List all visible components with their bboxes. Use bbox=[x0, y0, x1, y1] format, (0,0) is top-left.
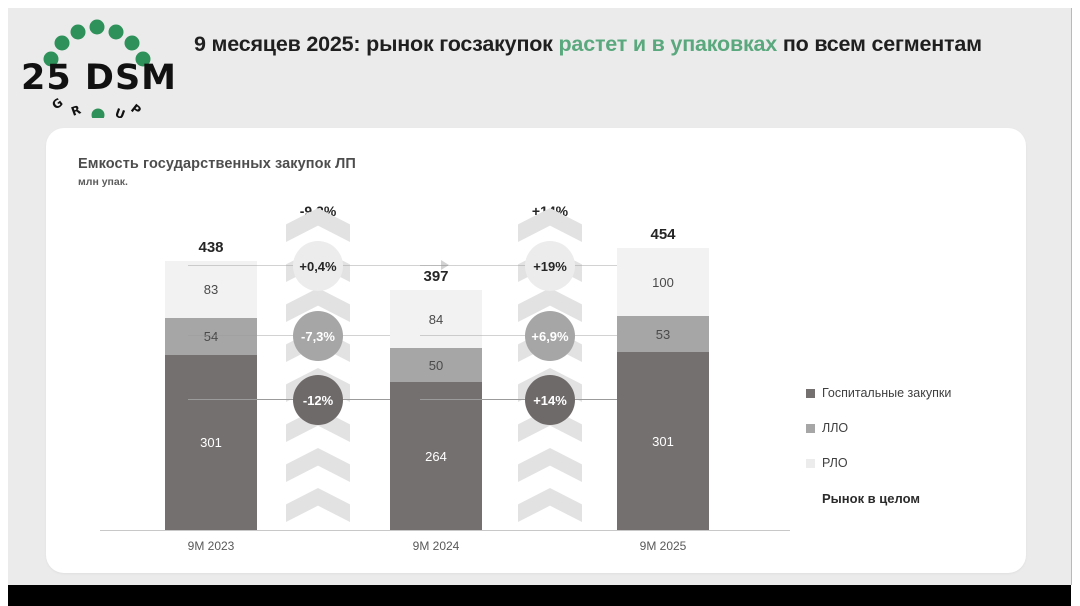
transition-1-change-rlo: +19% bbox=[420, 241, 681, 291]
bar-1: 84 50 264 bbox=[390, 290, 482, 530]
legend-label: ЛЛО bbox=[822, 421, 849, 435]
bar-total-0: 438 bbox=[198, 239, 224, 256]
slide-title-highlight: растет и в упаковках bbox=[558, 32, 778, 56]
svg-text:U: U bbox=[113, 106, 127, 118]
change-bubble: -12% bbox=[293, 375, 343, 425]
legend-item-rlo[interactable]: РЛО bbox=[806, 456, 1026, 470]
transition-1-change-llo: +6,9% bbox=[420, 311, 681, 361]
bar-2-segment-rlo: 100 bbox=[617, 248, 709, 316]
chart-legend: Госпитальные закупки ЛЛО РЛО Рынок в цел… bbox=[806, 386, 1026, 527]
legend-marker-icon bbox=[806, 388, 815, 398]
bar-0-segment-rlo: 83 bbox=[165, 261, 257, 318]
chevron-icon bbox=[518, 448, 582, 482]
logo-arc-dots-icon bbox=[43, 19, 151, 67]
transition-1-change-hospital: +14% bbox=[420, 375, 681, 425]
change-bubble: +0,4% bbox=[293, 241, 343, 291]
page-margin-right bbox=[1071, 0, 1080, 606]
chart-title: Емкость государственных закупок ЛП bbox=[78, 156, 356, 172]
legend-item-total-market: Рынок в целом bbox=[806, 491, 1026, 506]
dsm-group-logo: 25 DSM G R U P bbox=[18, 16, 178, 118]
slide-title-part-2: по всем сегментам bbox=[777, 32, 982, 56]
bar-0-segment-hospital: 301 bbox=[165, 355, 257, 530]
bar-total-1: 397 bbox=[423, 268, 449, 285]
change-bubble: +14% bbox=[525, 375, 575, 425]
bar-1-segment-hospital: 264 bbox=[390, 382, 482, 530]
bar-2-segment-hospital: 301 bbox=[617, 352, 709, 530]
slide-header: 25 DSM G R U P 9 месяцев 2025: рынок гос… bbox=[8, 8, 1071, 120]
change-bubble: +6,9% bbox=[525, 311, 575, 361]
legend-marker-icon bbox=[806, 423, 815, 433]
bar-1-segment-rlo: 84 bbox=[390, 290, 482, 348]
arrow-head-icon bbox=[441, 260, 449, 270]
change-bubble: +19% bbox=[525, 241, 575, 291]
bar-0: 83 54 301 bbox=[165, 261, 257, 530]
svg-text:G: G bbox=[49, 95, 65, 112]
chevron-icon bbox=[518, 488, 582, 522]
legend-item-llo[interactable]: ЛЛО bbox=[806, 421, 1026, 435]
slide-title: 9 месяцев 2025: рынок госзакупок растет … bbox=[194, 30, 1014, 59]
legend-label: Рынок в целом bbox=[822, 491, 920, 506]
logo-text: 25 DSM bbox=[21, 58, 177, 98]
svg-text:P: P bbox=[128, 101, 144, 118]
bar-2: 100 53 301 bbox=[617, 248, 709, 530]
legend-item-hospital[interactable]: Госпитальные закупки bbox=[806, 386, 1026, 400]
bar-0-segment-llo: 54 bbox=[165, 318, 257, 355]
legend-label: Госпитальные закупки bbox=[822, 386, 952, 400]
x-axis-line bbox=[100, 530, 790, 531]
chart-card: Емкость государственных закупок ЛП млн у… bbox=[46, 128, 1026, 573]
chevron-icon bbox=[286, 488, 350, 522]
bar-1-segment-llo: 50 bbox=[390, 348, 482, 382]
x-tick-label-2: 9M 2025 bbox=[639, 539, 687, 553]
page-margin-top bbox=[0, 0, 1080, 8]
chevron-icon bbox=[518, 208, 582, 242]
bar-2-segment-llo: 53 bbox=[617, 316, 709, 352]
slide-title-part-1: 9 месяцев 2025: рынок госзакупок bbox=[194, 32, 559, 56]
legend-marker-icon bbox=[806, 458, 815, 468]
chevron-icon bbox=[286, 208, 350, 242]
page-margin-left bbox=[0, 0, 8, 606]
chart-subtitle: млн упак. bbox=[78, 176, 128, 188]
chevron-icon bbox=[286, 448, 350, 482]
chart-plot-area: 438 83 54 301 9M 2023 -9,2% bbox=[46, 128, 1026, 573]
svg-text:R: R bbox=[69, 102, 82, 118]
legend-label: РЛО bbox=[822, 456, 848, 470]
logo-group-word-icon: G R U P bbox=[49, 95, 144, 118]
x-tick-label-1: 9M 2024 bbox=[412, 539, 460, 553]
x-tick-label-0: 9M 2023 bbox=[187, 539, 235, 553]
transition-0-change-hospital: -12% bbox=[188, 375, 449, 425]
change-bubble: -7,3% bbox=[293, 311, 343, 361]
transition-0-change-rlo: +0,4% bbox=[188, 241, 449, 291]
bar-total-2: 454 bbox=[650, 226, 676, 243]
